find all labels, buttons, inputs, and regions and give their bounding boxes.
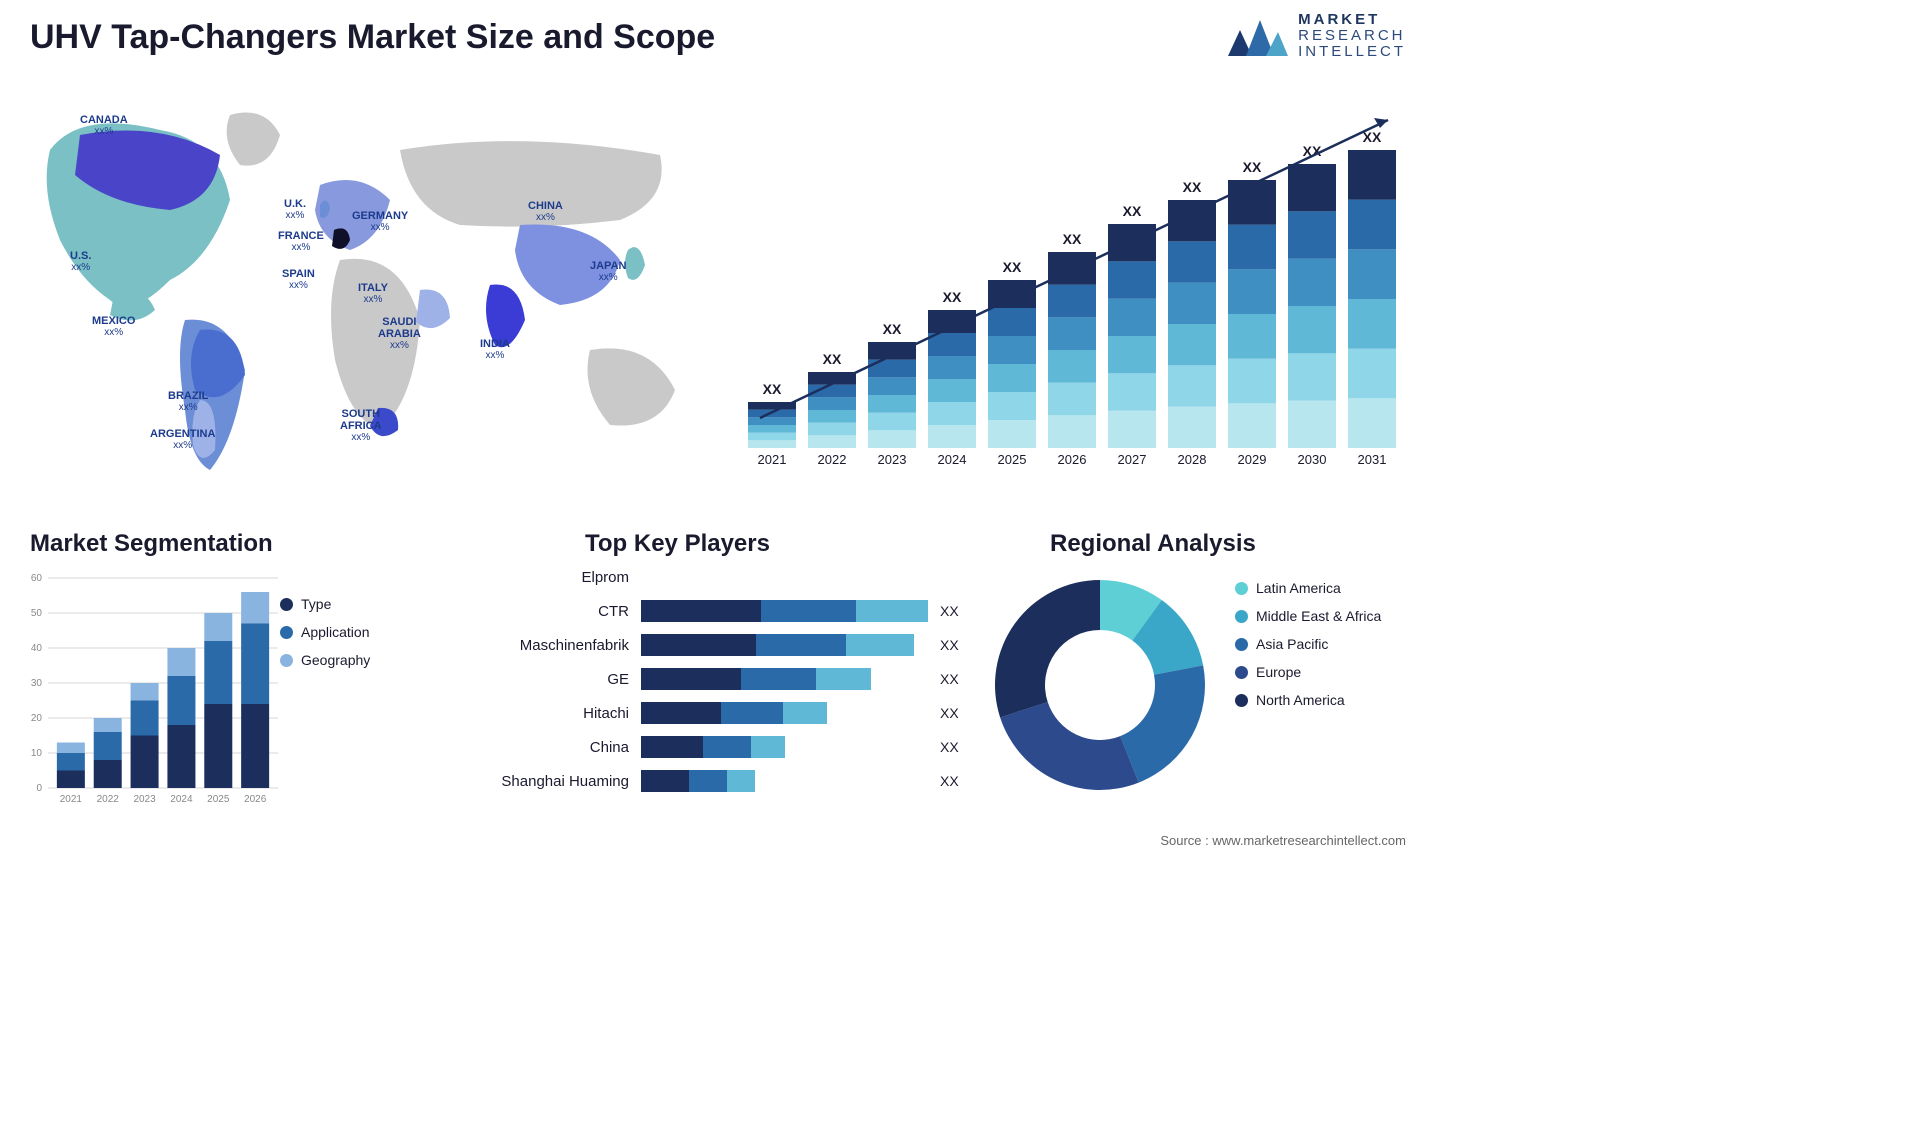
svg-text:60: 60 [31, 573, 43, 584]
svg-text:2023: 2023 [878, 452, 907, 467]
svg-text:50: 50 [31, 608, 43, 619]
regional-legend-item: North America [1235, 692, 1381, 708]
regional-legend: Latin America Middle East & Africa Asia Pa… [1235, 580, 1381, 720]
logo-text: MARKET RESEARCH INTELLECT [1298, 12, 1406, 59]
brand-logo: MARKET RESEARCH INTELLECT [1226, 12, 1406, 60]
map-label-saudi-arabia: SAUDIARABIAxx% [378, 316, 421, 351]
player-row: MaschinenfabrikXX [470, 628, 980, 662]
map-label-japan: JAPANxx% [590, 260, 626, 283]
svg-text:XX: XX [763, 381, 782, 397]
svg-text:2021: 2021 [758, 452, 787, 467]
regional-legend-item: Asia Pacific [1235, 636, 1381, 652]
logo-mark-icon [1226, 12, 1290, 60]
source-text: Source : www.marketresearchintellect.com [1160, 833, 1406, 848]
regional-donut-chart [980, 565, 1220, 805]
map-label-south-africa: SOUTHAFRICAxx% [340, 408, 382, 443]
seg-legend-item: Application [280, 624, 370, 640]
svg-text:XX: XX [1003, 259, 1022, 275]
page-title: UHV Tap-Changers Market Size and Scope [30, 18, 715, 57]
svg-text:2027: 2027 [1118, 452, 1147, 467]
svg-text:2024: 2024 [170, 794, 193, 805]
players-heading: Top Key Players [585, 530, 770, 558]
seg-legend-item: Geography [280, 652, 370, 668]
map-label-u-s-: U.S.xx% [70, 250, 91, 273]
svg-text:40: 40 [31, 643, 43, 654]
svg-text:2028: 2028 [1178, 452, 1207, 467]
map-label-italy: ITALYxx% [358, 282, 388, 305]
regional-legend-item: Middle East & Africa [1235, 608, 1381, 624]
svg-text:2025: 2025 [207, 794, 230, 805]
svg-text:XX: XX [1123, 203, 1142, 219]
map-label-brazil: BRAZILxx% [168, 390, 208, 413]
svg-text:XX: XX [823, 351, 842, 367]
regional-legend-item: Europe [1235, 664, 1381, 680]
svg-text:30: 30 [31, 678, 43, 689]
map-label-canada: CANADAxx% [80, 114, 128, 137]
svg-text:2023: 2023 [133, 794, 156, 805]
svg-text:2031: 2031 [1358, 452, 1387, 467]
seg-legend-item: Type [280, 596, 370, 612]
growth-bar-chart: 2021 XX 2022 XX 2023 XX 2024 XX 2025 XX 2026 XX 2027… [740, 90, 1410, 470]
svg-text:10: 10 [31, 748, 43, 759]
player-row: CTRXX [470, 594, 980, 628]
segmentation-legend: Type Application Geography [280, 596, 370, 680]
svg-text:0: 0 [36, 783, 42, 794]
svg-text:XX: XX [1183, 179, 1202, 195]
map-label-mexico: MEXICOxx% [92, 315, 135, 338]
map-label-germany: GERMANYxx% [352, 210, 408, 233]
svg-text:XX: XX [1063, 231, 1082, 247]
map-label-china: CHINAxx% [528, 200, 563, 223]
svg-text:2025: 2025 [998, 452, 1027, 467]
key-players-chart: ElpromCTRXXMaschinenfabrikXXGEXXHitachiX… [470, 560, 980, 798]
svg-text:2024: 2024 [938, 452, 967, 467]
map-label-spain: SPAINxx% [282, 268, 315, 291]
player-row: Shanghai HuamingXX [470, 764, 980, 798]
svg-text:2030: 2030 [1298, 452, 1327, 467]
svg-text:2026: 2026 [1058, 452, 1087, 467]
svg-text:2022: 2022 [818, 452, 847, 467]
player-row: HitachiXX [470, 696, 980, 730]
svg-text:2029: 2029 [1238, 452, 1267, 467]
player-row: ChinaXX [470, 730, 980, 764]
map-label-india: INDIAxx% [480, 338, 510, 361]
regional-legend-item: Latin America [1235, 580, 1381, 596]
player-row: GEXX [470, 662, 980, 696]
svg-text:XX: XX [1243, 159, 1262, 175]
world-map: CANADAxx% U.S.xx% MEXICOxx% BRAZILxx% ARGENT… [20, 90, 720, 490]
segmentation-heading: Market Segmentation [30, 530, 273, 558]
svg-text:2021: 2021 [60, 794, 83, 805]
svg-text:20: 20 [31, 713, 43, 724]
svg-text:2022: 2022 [97, 794, 120, 805]
player-row: Elprom [470, 560, 980, 594]
regional-heading: Regional Analysis [1050, 530, 1256, 558]
svg-text:XX: XX [883, 321, 902, 337]
map-label-argentina: ARGENTINAxx% [150, 428, 215, 451]
map-label-u-k-: U.K.xx% [284, 198, 306, 221]
svg-text:XX: XX [943, 289, 962, 305]
map-label-france: FRANCExx% [278, 230, 324, 253]
svg-text:2026: 2026 [244, 794, 267, 805]
